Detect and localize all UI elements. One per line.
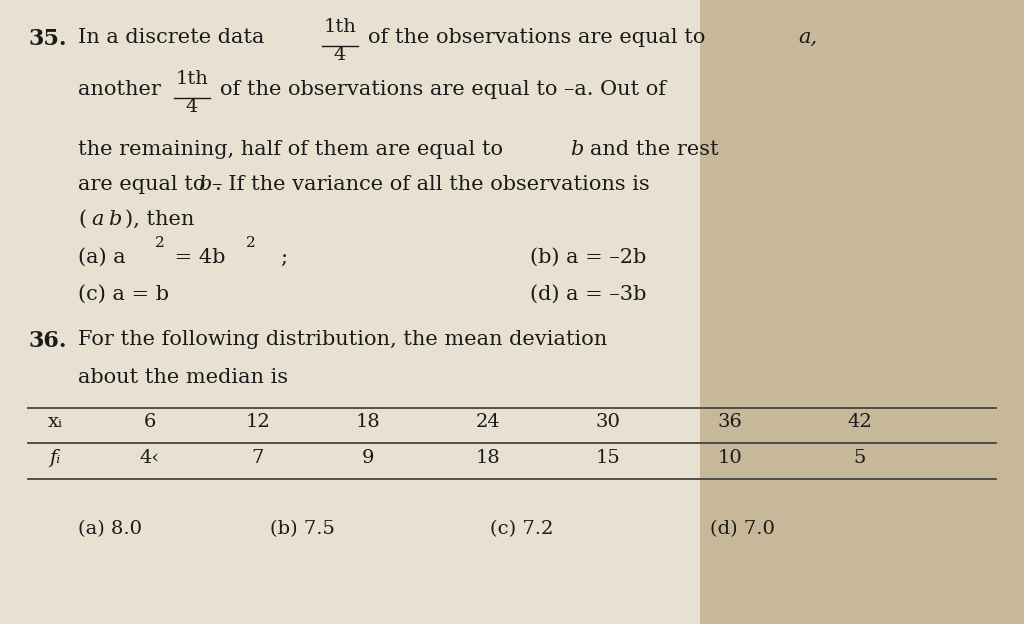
Text: = 4b: = 4b [168, 248, 225, 267]
Text: 36.: 36. [28, 330, 67, 352]
Text: xᵢ: xᵢ [47, 413, 62, 431]
Text: 4: 4 [334, 46, 346, 64]
Text: and the rest: and the rest [590, 140, 719, 159]
Text: 9: 9 [361, 449, 374, 467]
Text: (: ( [78, 210, 86, 229]
Text: (d) 7.0: (d) 7.0 [710, 520, 775, 538]
Text: 30: 30 [596, 413, 621, 431]
Text: ;: ; [280, 248, 287, 267]
Text: are equal to –: are equal to – [78, 175, 222, 194]
Text: 2: 2 [155, 235, 165, 250]
Text: ), then: ), then [125, 210, 195, 229]
Text: another: another [78, 80, 161, 99]
Text: For the following distribution, the mean deviation: For the following distribution, the mean… [78, 330, 607, 349]
Text: 36: 36 [718, 413, 742, 431]
Text: 6: 6 [143, 413, 157, 431]
Text: 15: 15 [596, 449, 621, 467]
Text: fᵢ: fᵢ [49, 449, 60, 467]
Text: 2: 2 [246, 235, 256, 250]
Text: (a) a: (a) a [78, 248, 126, 267]
Text: the remaining, half of them are equal to: the remaining, half of them are equal to [78, 140, 503, 159]
Text: a,: a, [798, 28, 817, 47]
Text: 1th: 1th [324, 18, 356, 36]
Text: b: b [108, 210, 122, 229]
Text: about the median is: about the median is [78, 368, 288, 387]
Text: of the observations are equal to –a. Out of: of the observations are equal to –a. Out… [220, 80, 666, 99]
Text: In a discrete data: In a discrete data [78, 28, 264, 47]
Text: (d) a = –3b: (d) a = –3b [530, 285, 646, 304]
Text: 4: 4 [185, 98, 199, 116]
Bar [700, 0, 1024, 624]
Text: 24: 24 [475, 413, 501, 431]
Text: b: b [198, 175, 211, 194]
Text: 10: 10 [718, 449, 742, 467]
Text: 18: 18 [475, 449, 501, 467]
Text: (b) 7.5: (b) 7.5 [270, 520, 335, 538]
Text: a: a [91, 210, 103, 229]
Text: . If the variance of all the observations is: . If the variance of all the observation… [215, 175, 650, 194]
Text: of the observations are equal to: of the observations are equal to [368, 28, 706, 47]
Text: (c) a = b: (c) a = b [78, 285, 169, 304]
Text: (a) 8.0: (a) 8.0 [78, 520, 142, 538]
Text: 42: 42 [848, 413, 872, 431]
Text: 4‹: 4‹ [140, 449, 160, 467]
Text: 1th: 1th [175, 70, 209, 88]
Text: (b) a = –2b: (b) a = –2b [530, 248, 646, 267]
Text: 35.: 35. [28, 28, 67, 50]
Text: 7: 7 [252, 449, 264, 467]
Text: b: b [570, 140, 584, 159]
Text: (c) 7.2: (c) 7.2 [490, 520, 553, 538]
Text: 12: 12 [246, 413, 270, 431]
Text: 18: 18 [355, 413, 380, 431]
Text: 5: 5 [854, 449, 866, 467]
